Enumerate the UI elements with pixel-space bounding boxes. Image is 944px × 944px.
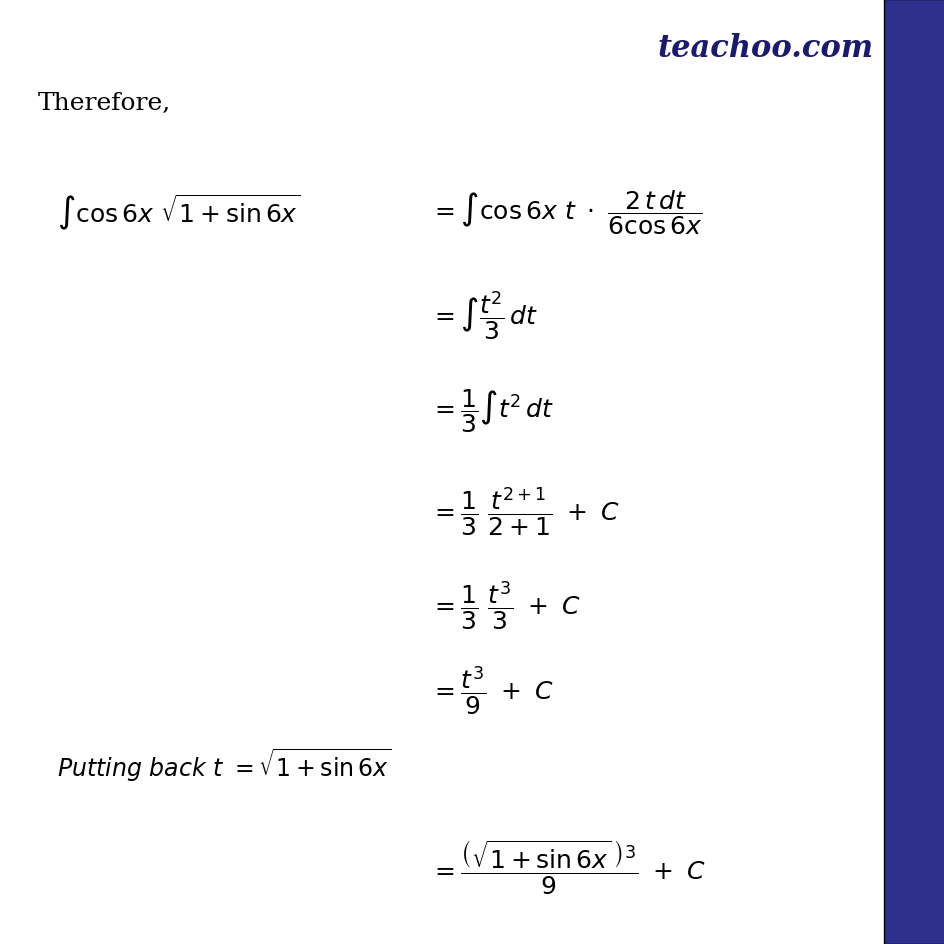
FancyBboxPatch shape <box>883 0 944 944</box>
Text: $= \dfrac{t^3}{9}\ +\ C$: $= \dfrac{t^3}{9}\ +\ C$ <box>430 665 553 717</box>
Text: $= \int \dfrac{t^2}{3}\,dt$: $= \int \dfrac{t^2}{3}\,dt$ <box>430 290 537 343</box>
Text: $\mathit{Putting\ back}\ t\ = \sqrt{1 + \sin 6x}$: $\mathit{Putting\ back}\ t\ = \sqrt{1 + … <box>57 746 391 784</box>
Text: $\int \cos 6x\ \sqrt{1 + \sin 6x}$: $\int \cos 6x\ \sqrt{1 + \sin 6x}$ <box>57 193 300 232</box>
Text: $= \dfrac{1}{3}\int t^2\,dt$: $= \dfrac{1}{3}\int t^2\,dt$ <box>430 387 553 434</box>
Text: $= \dfrac{1}{3}\ \dfrac{t^3}{3}\ +\ C$: $= \dfrac{1}{3}\ \dfrac{t^3}{3}\ +\ C$ <box>430 580 580 632</box>
Text: $= \dfrac{\left(\sqrt{1 + \sin 6x}\,\right)^{3}}{9}\ +\ C$: $= \dfrac{\left(\sqrt{1 + \sin 6x}\,\rig… <box>430 837 705 896</box>
Text: Therefore,: Therefore, <box>38 93 171 115</box>
Text: $= \int \cos 6x\ t\ \cdot\ \dfrac{2\,t\,dt}{6\cos 6x}$: $= \int \cos 6x\ t\ \cdot\ \dfrac{2\,t\,… <box>430 188 702 237</box>
Text: $= \dfrac{1}{3}\ \dfrac{t^{2+1}}{2+1}\ +\ C$: $= \dfrac{1}{3}\ \dfrac{t^{2+1}}{2+1}\ +… <box>430 485 619 538</box>
Text: teachoo.com: teachoo.com <box>657 33 873 64</box>
